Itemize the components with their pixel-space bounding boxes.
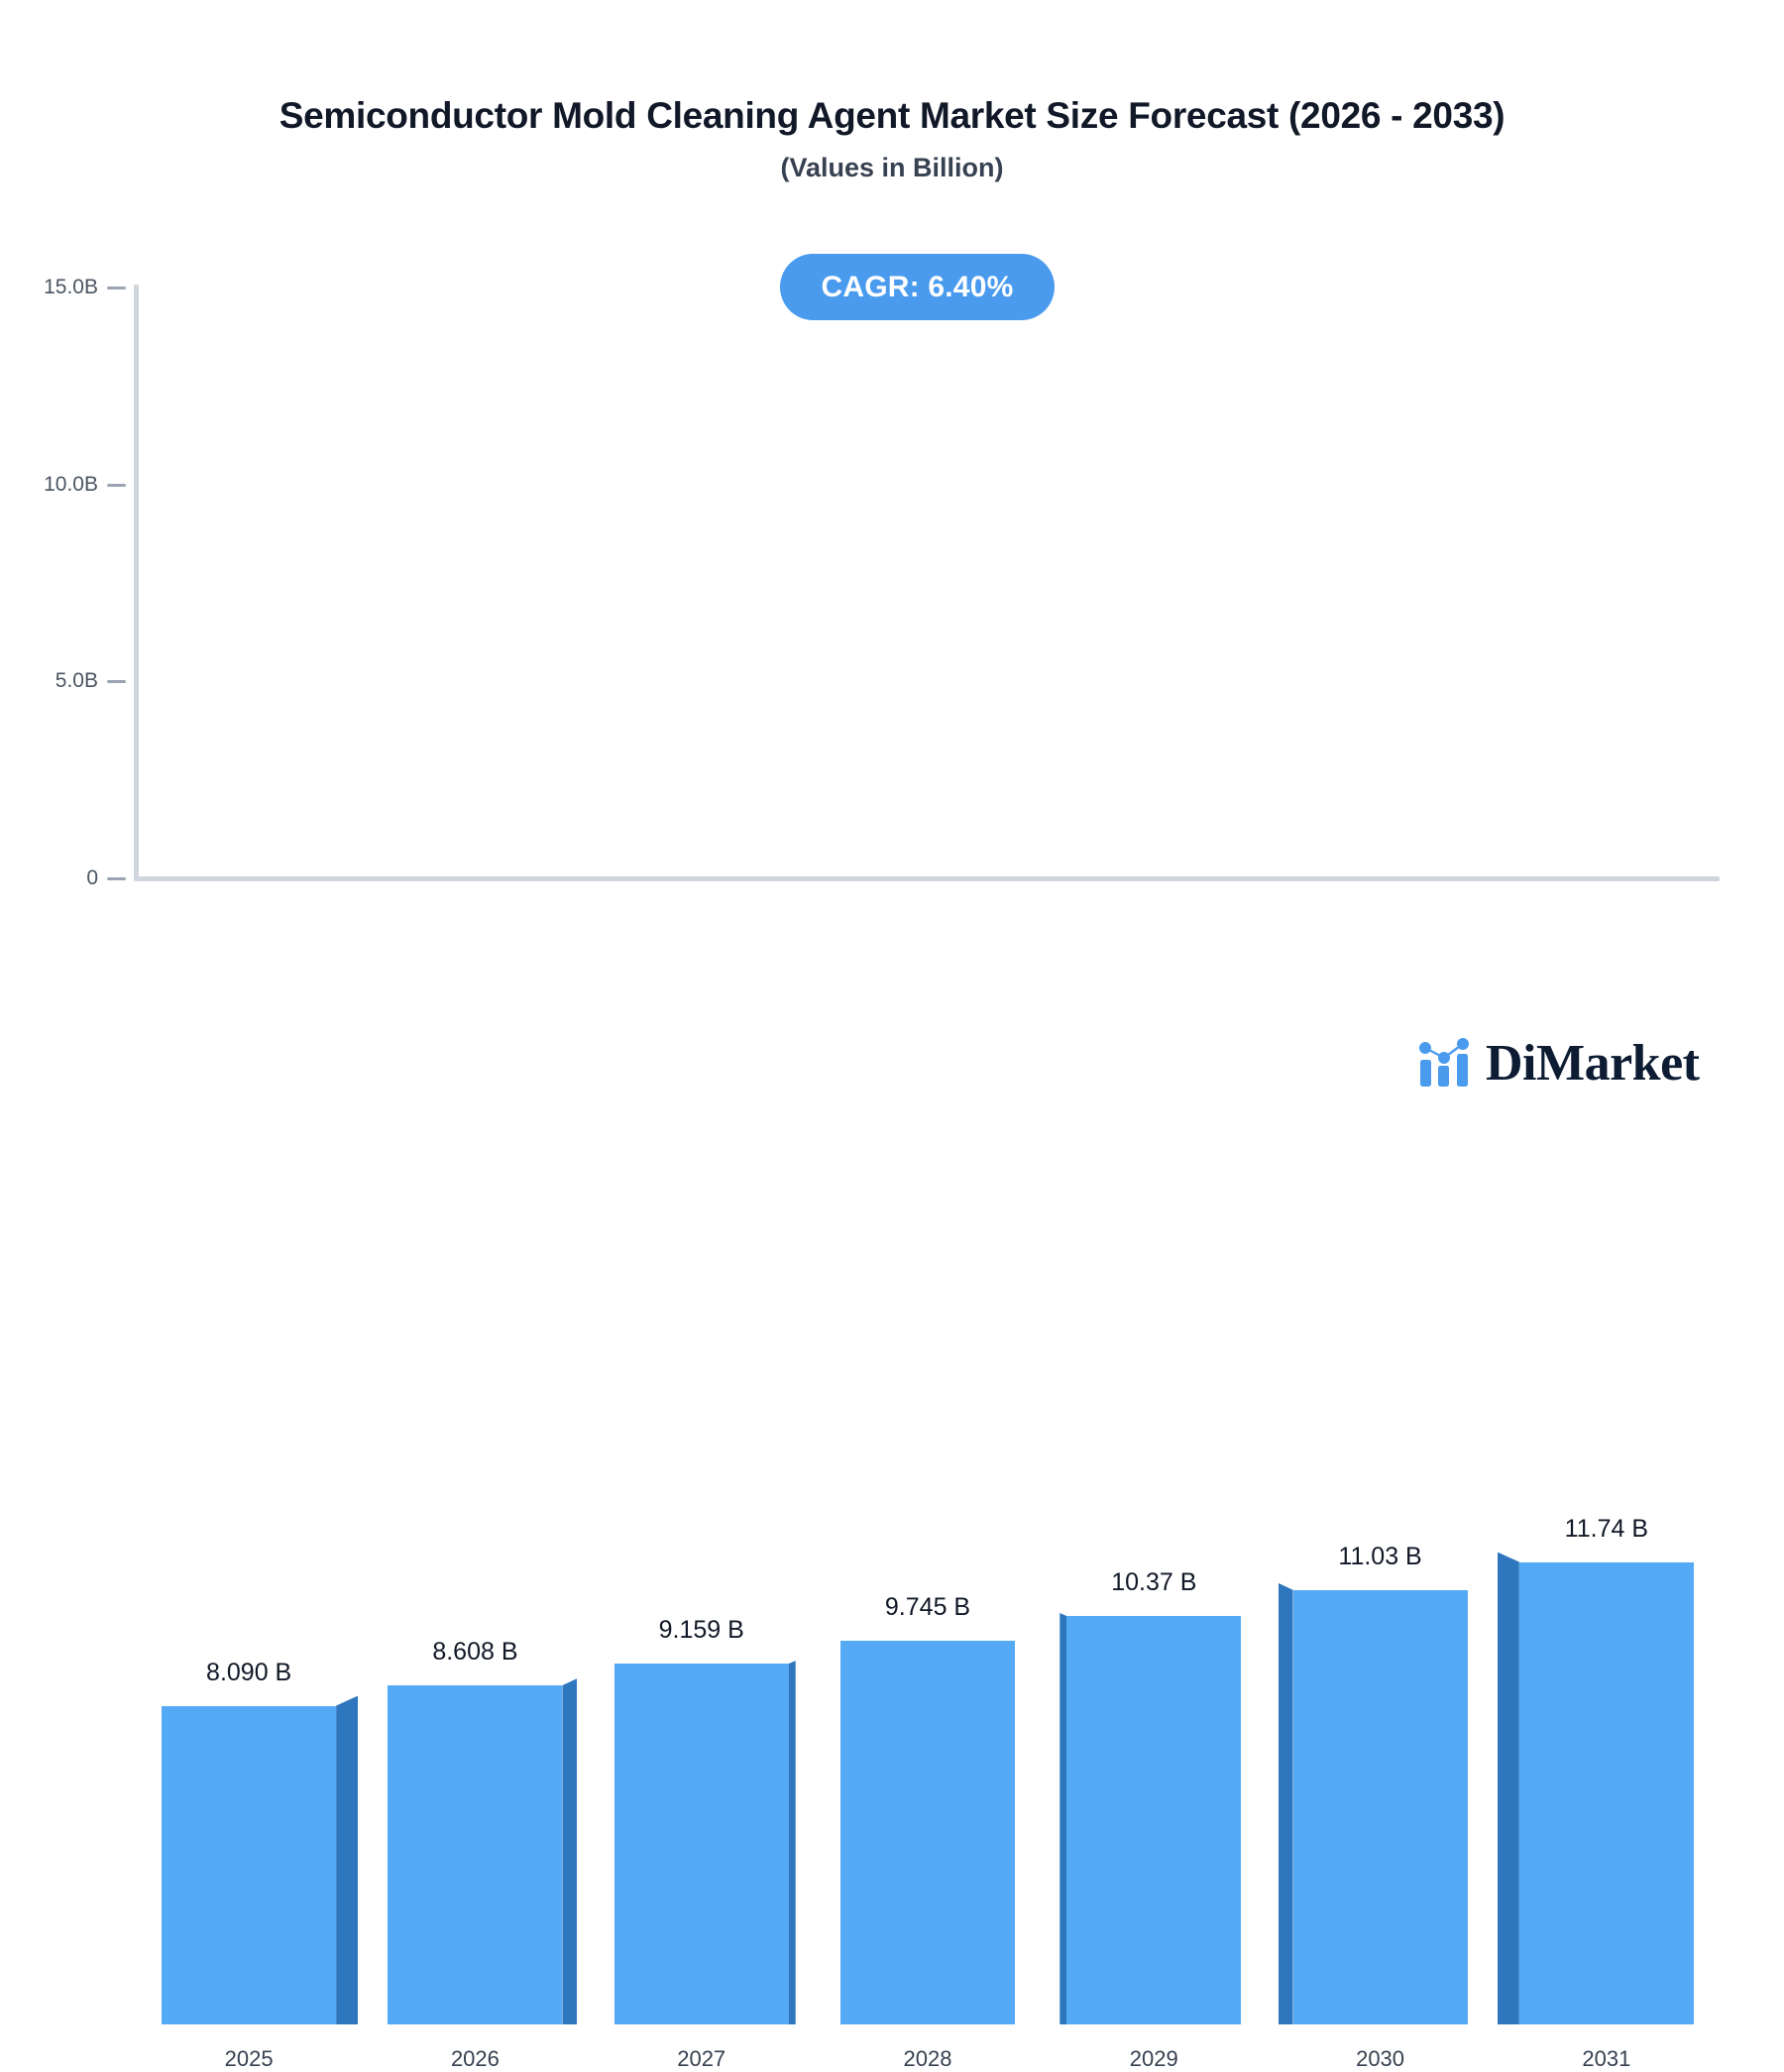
page-title: Semiconductor Mold Cleaning Agent Market…	[279, 95, 1505, 136]
cagr-badge: CAGR: 6.40%	[780, 254, 1055, 320]
y-axis-tick-label: 5.0B	[55, 669, 98, 693]
y-axis-tick: 10.0B	[0, 473, 134, 497]
bar-side-face	[1497, 1552, 1519, 2024]
y-axis-tick-mark	[107, 680, 126, 684]
y-axis-tick-label: 0	[86, 866, 98, 889]
bar-chart-icon	[1416, 1036, 1472, 1088]
x-axis-label-2030: 2030	[1356, 2046, 1405, 2071]
x-axis-label-2031: 2031	[1582, 2046, 1631, 2071]
bar-front-face	[162, 1705, 337, 2024]
bar-front-face	[1066, 1615, 1242, 2024]
brand-logo: DiMarket	[1416, 1034, 1700, 1092]
logo-wordmark: DiMarket	[1486, 1034, 1700, 1092]
bar-value-label: 11.03 B	[1338, 1542, 1422, 1570]
bar-value-label: 8.090 B	[206, 1658, 292, 1686]
bar-value-label: 9.745 B	[884, 1592, 971, 1621]
bar-front-face	[613, 1664, 789, 2024]
x-axis-label-2025: 2025	[224, 2046, 274, 2071]
y-axis-line	[134, 285, 139, 880]
y-axis-tick: 15.0B	[0, 276, 134, 299]
x-axis-line	[134, 876, 1720, 881]
bar-side-face	[336, 1695, 359, 2024]
bar-value-label: 10.37 B	[1111, 1567, 1197, 1596]
y-axis-tick-mark	[107, 483, 126, 487]
bar-value-label: 8.608 B	[432, 1637, 518, 1666]
bar-front-face	[840, 1640, 1015, 2024]
bar-side-face	[1059, 1612, 1067, 2024]
bar-front-face	[1518, 1561, 1694, 2024]
x-axis-label-2028: 2028	[903, 2046, 952, 2071]
chart-subtitle: (Values in Billion)	[780, 153, 1004, 183]
chart-header: Semiconductor Mold Cleaning Agent Market…	[0, 94, 1784, 184]
bar-front-face	[388, 1684, 563, 2024]
bar-front-face	[1292, 1589, 1468, 2024]
y-axis-tick-label: 10.0B	[44, 472, 98, 496]
bar-value-label: 11.74 B	[1564, 1514, 1648, 1543]
bar-side-face	[788, 1661, 796, 2024]
cagr-badge-label: CAGR: 6.40%	[821, 270, 1014, 303]
x-axis-label-2029: 2029	[1129, 2046, 1178, 2071]
bar-side-face	[562, 1677, 578, 2024]
y-axis-tick-label: 15.0B	[44, 276, 98, 298]
x-axis-label-2027: 2027	[677, 2046, 726, 2071]
y-axis-tick: 5.0B	[0, 669, 134, 693]
bars-layer: 8.090 B 2025 8.608 B 2026 9.159 B 2027 9.745 B…	[162, 1515, 1694, 2071]
chart-page: Semiconductor Mold Cleaning Agent Market…	[0, 94, 1784, 2071]
bar-value-label: 9.159 B	[658, 1616, 744, 1645]
x-axis-label-2026: 2026	[450, 2046, 500, 2071]
plot-area: 0 5.0B 10.0B 15.0B	[0, 276, 1720, 890]
y-axis-tick-mark	[107, 877, 126, 880]
bar-side-face	[1278, 1582, 1293, 2024]
y-axis-tick-mark	[107, 287, 126, 289]
y-axis-tick: 0	[0, 866, 134, 890]
